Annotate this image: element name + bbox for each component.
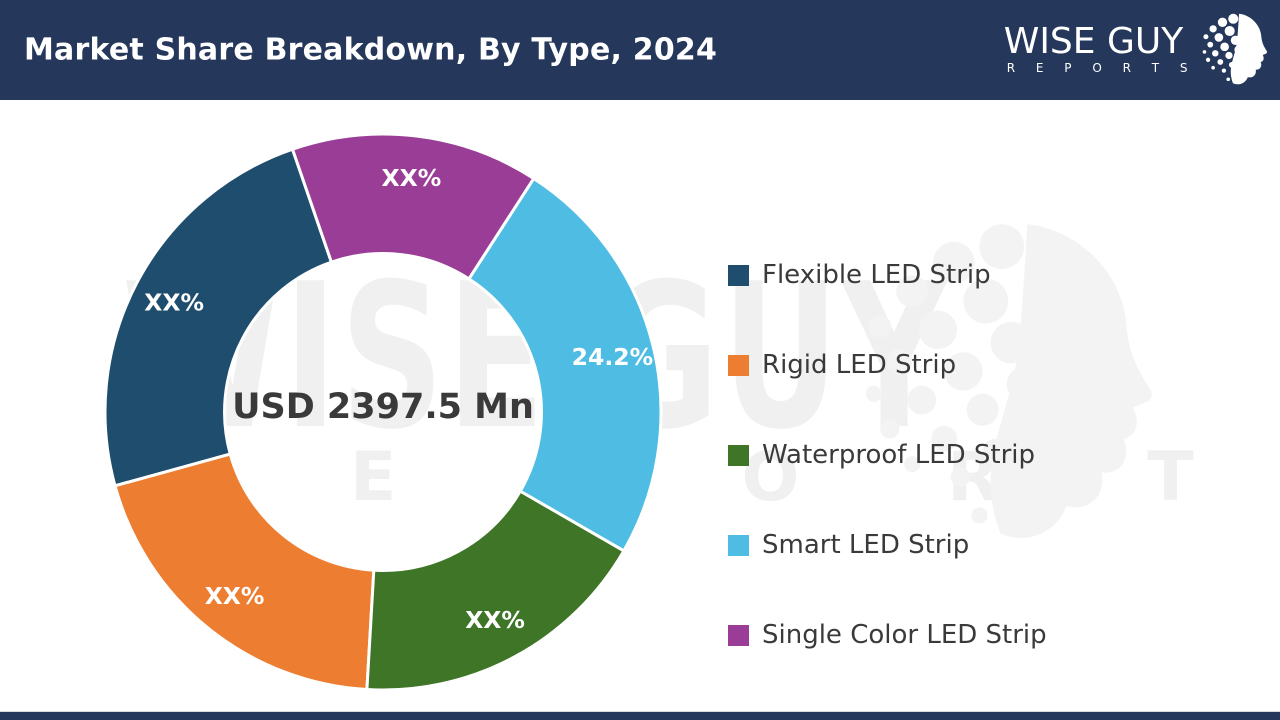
wise-guy-logo: WISE GUY R E P O R T S bbox=[1004, 9, 1270, 89]
logo-subtext: R E P O R T S bbox=[1006, 61, 1196, 76]
donut-slice-rigid-led-strip bbox=[113, 452, 376, 692]
donut-slice-single-color-led-strip bbox=[290, 132, 536, 281]
header-bar: Market Share Breakdown, By Type, 2024 WI… bbox=[0, 0, 1280, 100]
donut-slice-label-flexible-led-strip: XX% bbox=[144, 288, 204, 316]
logo-wordmark: WISE GUY bbox=[1003, 20, 1184, 62]
legend-label-flexible-led-strip: Flexible LED Strip bbox=[762, 260, 991, 290]
legend-swatch-rigid-led-strip bbox=[728, 354, 749, 376]
footer-bar bbox=[0, 711, 1280, 720]
donut-center-total: USD 2397.5 Mn bbox=[232, 387, 534, 427]
legend-item-single-color-led-strip: Single Color LED Strip bbox=[728, 590, 1047, 680]
donut-slice-waterproof-led-strip bbox=[365, 489, 626, 692]
donut-slice-label-waterproof-led-strip: XX% bbox=[465, 606, 525, 634]
chart-legend: Flexible LED Strip Rigid LED Strip Waterpr… bbox=[728, 230, 1047, 680]
legend-item-smart-led-strip: Smart LED Strip bbox=[728, 500, 1047, 590]
legend-label-rigid-led-strip: Rigid LED Strip bbox=[762, 350, 957, 380]
legend-label-waterproof-led-strip: Waterproof LED Strip bbox=[762, 440, 1036, 470]
donut-slice-label-rigid-led-strip: XX% bbox=[205, 582, 265, 610]
legend-swatch-smart-led-strip bbox=[728, 534, 749, 556]
page-title: Market Share Breakdown, By Type, 2024 bbox=[24, 32, 718, 68]
legend-item-flexible-led-strip: Flexible LED Strip bbox=[728, 230, 1047, 320]
legend-swatch-single-color-led-strip bbox=[728, 624, 749, 646]
donut-slice-flexible-led-strip bbox=[103, 147, 333, 488]
logo-text: WISE GUY R E P O R T S bbox=[1003, 20, 1196, 76]
legend-label-single-color-led-strip: Single Color LED Strip bbox=[762, 620, 1047, 650]
donut-slice-label-single-color-led-strip: XX% bbox=[382, 164, 442, 192]
legend-label-smart-led-strip: Smart LED Strip bbox=[762, 530, 970, 560]
legend-swatch-waterproof-led-strip bbox=[728, 444, 749, 466]
donut-chart: XX% XX% XX% 24.2% XX% bbox=[103, 132, 663, 692]
donut-slice-smart-led-strip bbox=[467, 176, 663, 553]
legend-item-rigid-led-strip: Rigid LED Strip bbox=[728, 320, 1047, 410]
legend-swatch-flexible-led-strip bbox=[728, 264, 749, 286]
chart-canvas: WISE GUY R E P O R T S XX%XX%XX%24.2%XX%… bbox=[0, 100, 1280, 712]
legend-item-waterproof-led-strip: Waterproof LED Strip bbox=[728, 410, 1047, 500]
donut-slice-label-smart-led-strip: 24.2% bbox=[572, 343, 654, 371]
logo-head-icon bbox=[1202, 13, 1268, 85]
